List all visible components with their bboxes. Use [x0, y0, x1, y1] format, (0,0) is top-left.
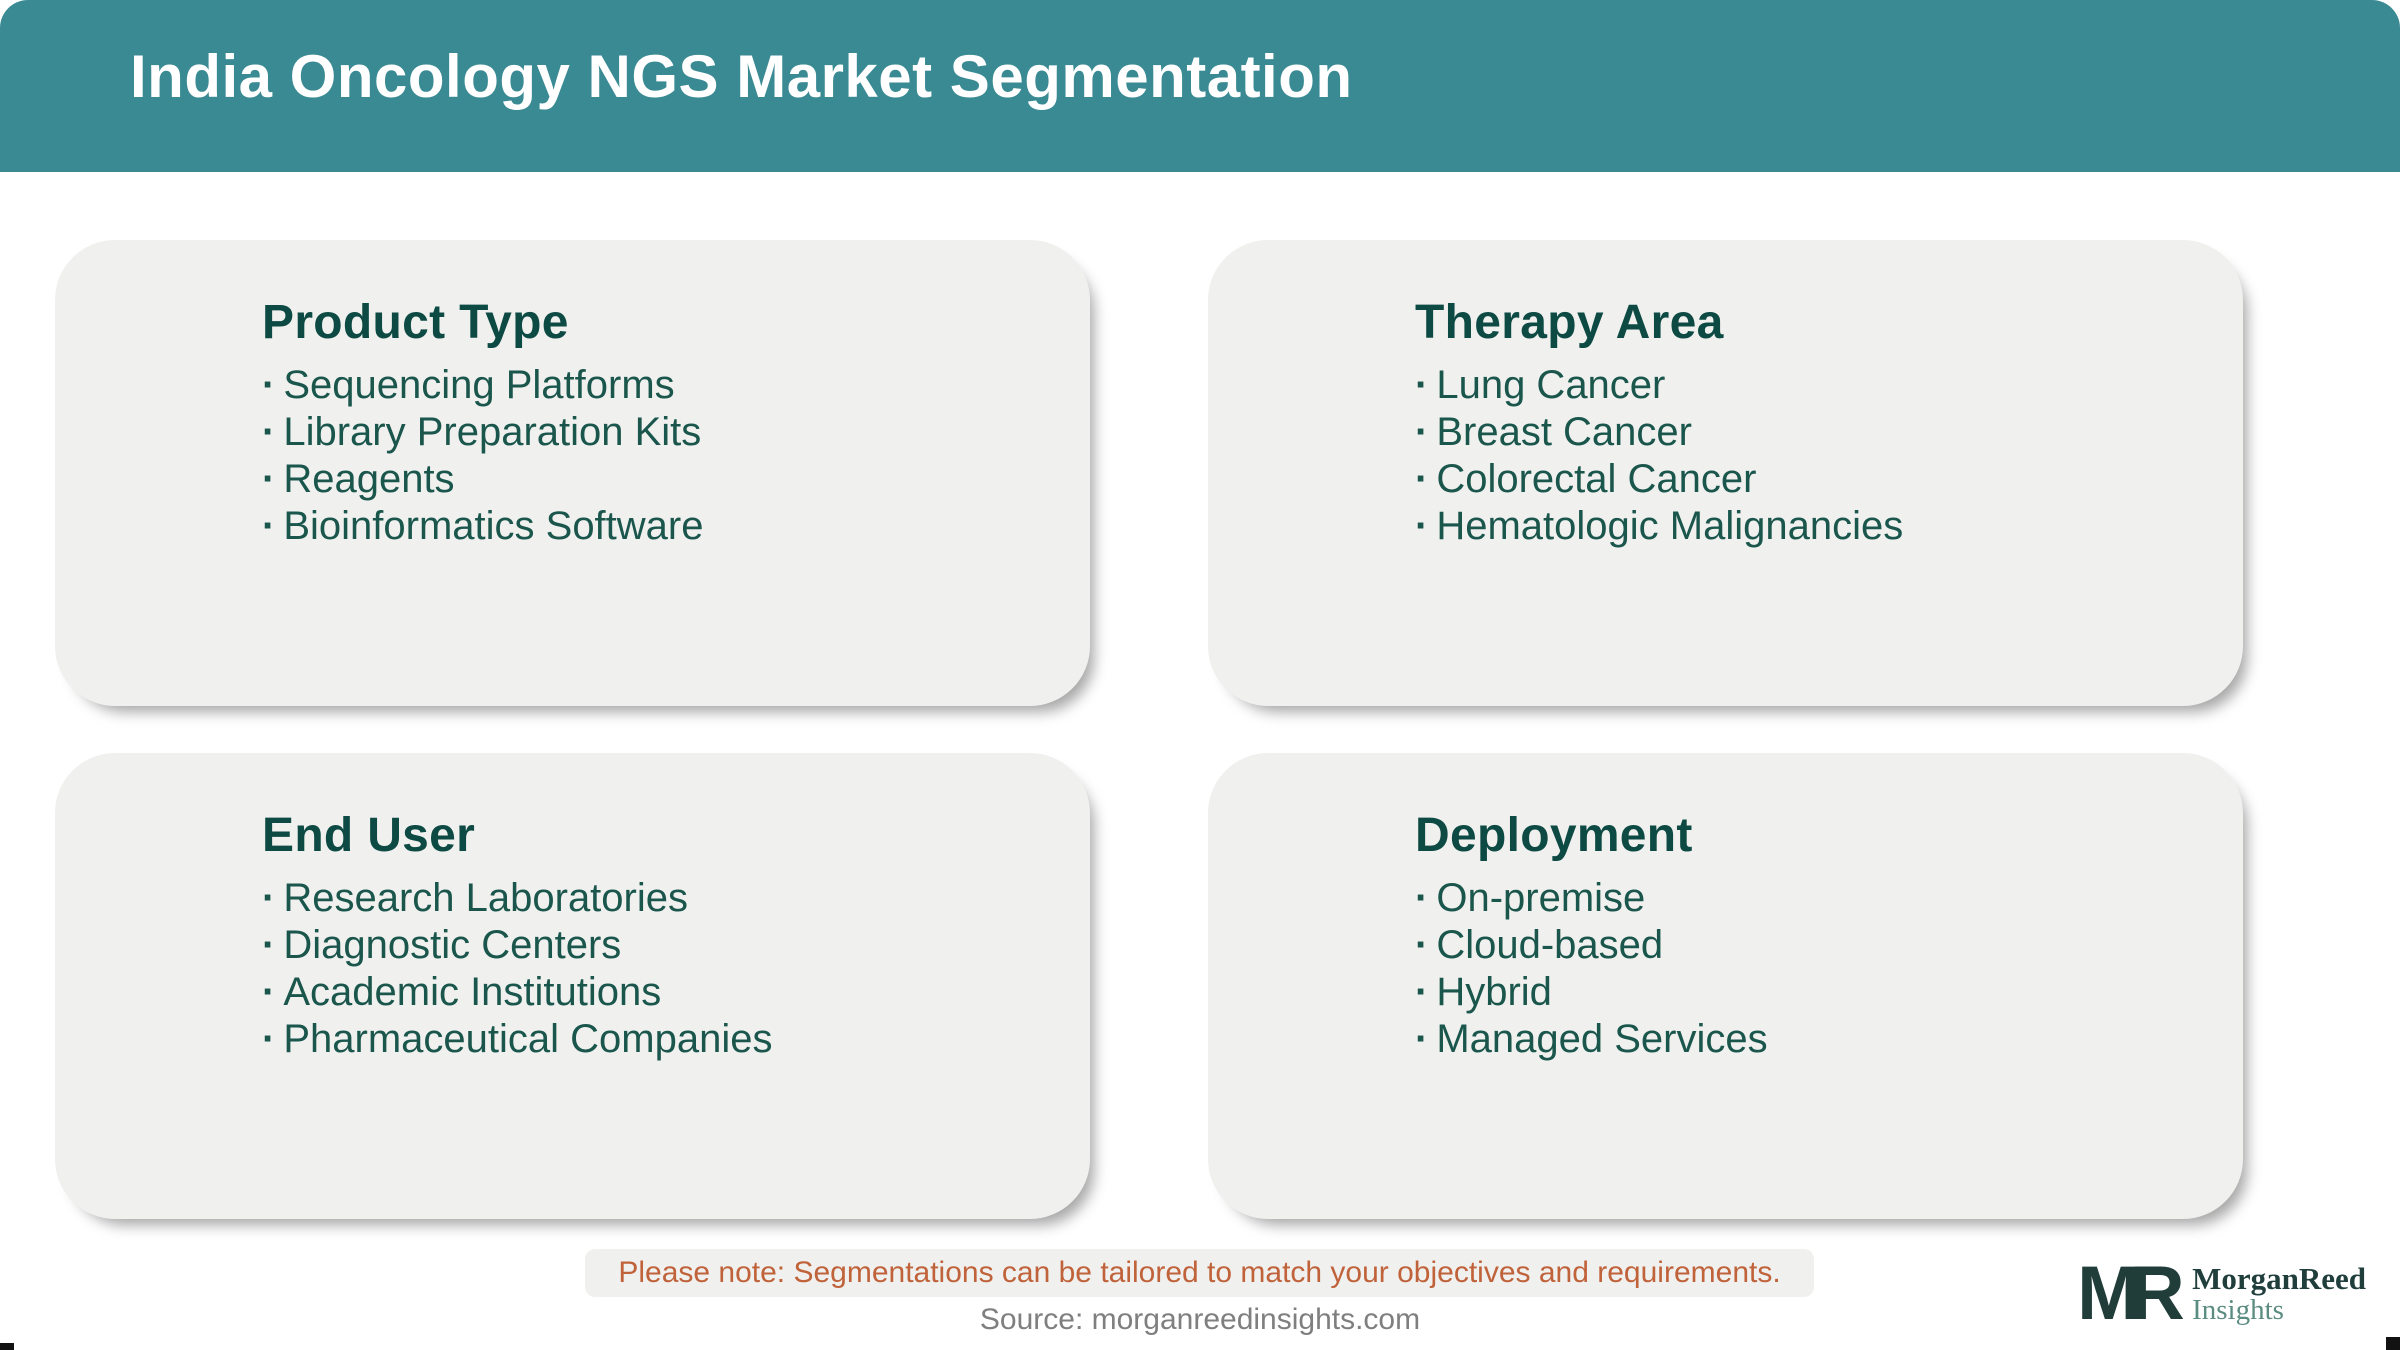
list-item-label: Hematologic Malignancies [1436, 504, 1904, 548]
list-item: · Research Laboratories [262, 875, 1050, 922]
bullet-icon: · [1415, 923, 1429, 967]
list-item: · Pharmaceutical Companies [262, 1016, 1050, 1063]
bullet-icon: · [262, 876, 276, 920]
list-item-label: Hybrid [1436, 970, 1552, 1014]
page-title: India Oncology NGS Market Segmentation [130, 42, 1353, 110]
list-item: · Reagents [262, 456, 1050, 503]
card-item-list: · Lung Cancer · Breast Cancer · Colorectal Ca… [1415, 362, 2203, 550]
note-text: Please note: Segmentations can be tailor… [618, 1256, 1781, 1289]
list-item-label: Breast Cancer [1436, 410, 1692, 454]
bullet-icon: · [1415, 970, 1429, 1014]
slide-header: India Oncology NGS Market Segmentation [0, 0, 2400, 172]
bullet-icon: · [262, 363, 276, 407]
card-title: Deployment [1415, 809, 1693, 862]
bullet-icon: · [1415, 1017, 1429, 1061]
brand-name-morgan: Morgan [2192, 1260, 2299, 1296]
list-item: · Colorectal Cancer [1415, 456, 2203, 503]
bullet-icon: · [262, 410, 276, 454]
bullet-icon: · [1415, 504, 1429, 548]
bullet-icon: · [262, 1017, 276, 1061]
list-item: · Bioinformatics Software [262, 503, 1050, 550]
brand-name-reed: Reed [2298, 1260, 2366, 1296]
brand-name: MorganReed Insights [2192, 1260, 2366, 1327]
list-item-label: Pharmaceutical Companies [283, 1017, 773, 1061]
list-item-label: Sequencing Platforms [283, 363, 675, 407]
cards-grid: Product Type · Sequencing Platforms · Libra… [55, 240, 2243, 1219]
list-item-label: Library Preparation Kits [283, 410, 702, 454]
bullet-icon: · [1415, 876, 1429, 920]
list-item-label: Academic Institutions [283, 970, 662, 1014]
source-text: Source: morganreedinsights.com [979, 1303, 1421, 1336]
card-title: End User [262, 809, 476, 862]
list-item: · Breast Cancer [1415, 409, 2203, 456]
bullet-icon: · [262, 504, 276, 548]
list-item-label: Diagnostic Centers [283, 923, 622, 967]
list-item: · Sequencing Platforms [262, 362, 1050, 409]
bottom-right-mark [2386, 1337, 2400, 1350]
segment-card: End User · Research Laboratories · Diagnost… [55, 753, 1090, 1219]
bullet-icon: · [262, 923, 276, 967]
card-title: Therapy Area [1415, 296, 1724, 349]
list-item-label: On-premise [1436, 876, 1646, 920]
card-title: Product Type [262, 296, 569, 349]
segment-card: Product Type · Sequencing Platforms · Libra… [55, 240, 1090, 706]
list-item: · Hematologic Malignancies [1415, 503, 2203, 550]
list-item-label: Cloud-based [1436, 923, 1664, 967]
list-item-label: Managed Services [1436, 1017, 1768, 1061]
list-item-label: Reagents [283, 457, 455, 501]
list-item: · Managed Services [1415, 1016, 2203, 1063]
card-item-list: · Research Laboratories · Diagnostic Center… [262, 875, 1050, 1063]
list-item: · Library Preparation Kits [262, 409, 1050, 456]
list-item: · Academic Institutions [262, 969, 1050, 1016]
list-item: · Diagnostic Centers [262, 922, 1050, 969]
note-banner: Please note: Segmentations can be tailor… [585, 1249, 1814, 1297]
segment-card: Deployment · On-premise · Cloud-based · Hybri… [1208, 753, 2243, 1219]
list-item-label: Research Laboratories [283, 876, 688, 920]
card-item-list: · Sequencing Platforms · Library Preparatio… [262, 362, 1050, 550]
segment-card: Therapy Area · Lung Cancer · Breast Cancer ·… [1208, 240, 2243, 706]
list-item-label: Bioinformatics Software [283, 504, 704, 548]
mr-monogram-icon: MR [2077, 1251, 2185, 1336]
bullet-icon: · [1415, 410, 1429, 454]
brand-logo: MR MorganReed Insights [2077, 1256, 2366, 1332]
list-item-label: Colorectal Cancer [1436, 457, 1757, 501]
list-item-label: Lung Cancer [1436, 363, 1666, 407]
bottom-left-mark [0, 1343, 14, 1350]
list-item: · On-premise [1415, 875, 2203, 922]
bullet-icon: · [262, 457, 276, 501]
brand-name-line: MorganReed [2192, 1260, 2366, 1296]
bullet-icon: · [1415, 457, 1429, 501]
list-item: · Cloud-based [1415, 922, 2203, 969]
card-item-list: · On-premise · Cloud-based · Hybrid · Managed S… [1415, 875, 2203, 1063]
list-item: · Hybrid [1415, 969, 2203, 1016]
bullet-icon: · [1415, 363, 1429, 407]
list-item: · Lung Cancer [1415, 362, 2203, 409]
brand-tagline: Insights [2192, 1294, 2284, 1327]
bullet-icon: · [262, 970, 276, 1014]
